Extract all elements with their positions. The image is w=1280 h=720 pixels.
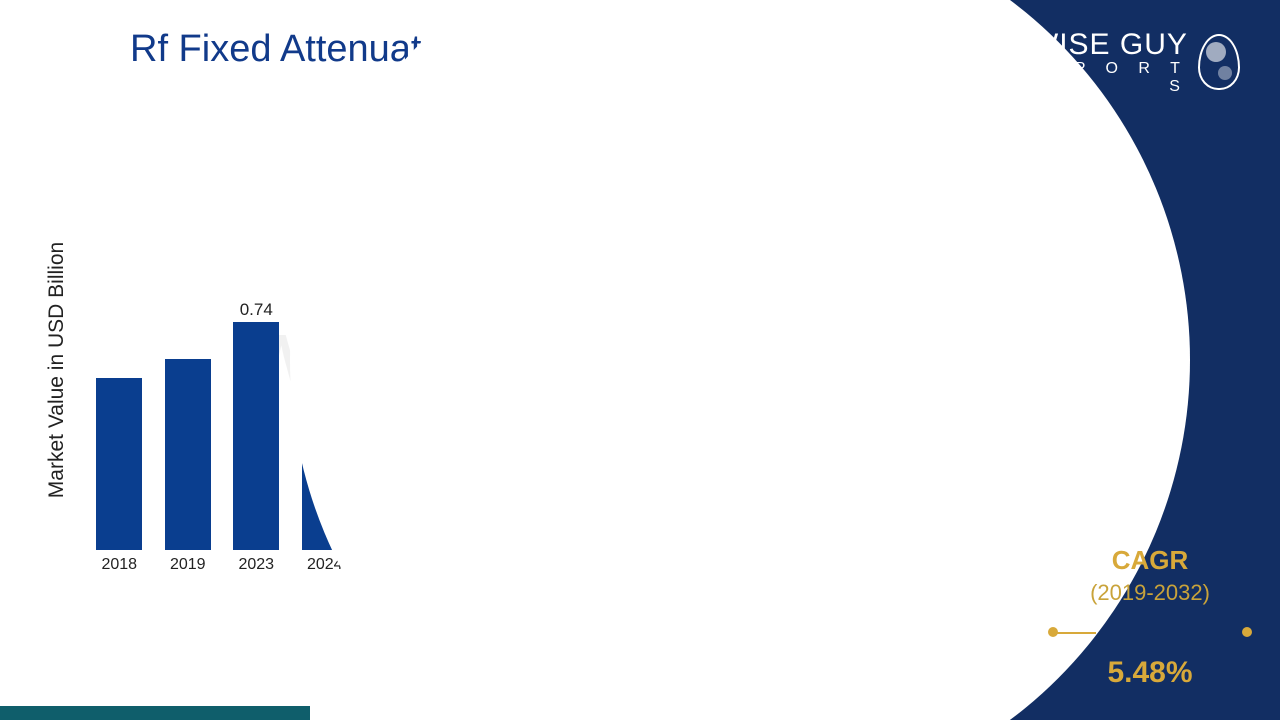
right-panel: WISE GUY R E P O R T S CAGR (2019-2032) … xyxy=(970,0,1280,720)
cagr-label: CAGR xyxy=(1020,545,1280,576)
cagr-value: 5.48% xyxy=(1020,656,1280,690)
cagr-range: (2019-2032) xyxy=(1020,580,1280,606)
brand-subtitle: R E P O R T S xyxy=(1000,60,1188,96)
brand-head-icon xyxy=(1198,34,1240,90)
x-tick-2018: 2018 xyxy=(96,550,143,580)
bar-rect xyxy=(165,359,211,550)
y-axis-label: Market Value in USD Billion xyxy=(42,170,72,570)
bar-2019 xyxy=(165,337,212,550)
y-axis-label-text: Market Value in USD Billion xyxy=(45,242,69,498)
footer-accent-bar xyxy=(0,706,310,720)
cagr-dot-right xyxy=(1242,627,1252,637)
cagr-divider xyxy=(1050,624,1250,642)
bar-value-label: 0.74 xyxy=(240,300,273,322)
brand-logo: WISE GUY R E P O R T S xyxy=(1000,28,1240,96)
bar-rect xyxy=(96,378,142,550)
bar-rect xyxy=(233,322,279,550)
bar-2023: 0.74 xyxy=(233,300,280,550)
brand-text: WISE GUY R E P O R T S xyxy=(1000,28,1188,96)
infographic-canvas: WISE GUY Rf Fixed Attenuator Pad Market … xyxy=(0,0,1280,720)
x-tick-2019: 2019 xyxy=(165,550,212,580)
x-tick-2023: 2023 xyxy=(233,550,280,580)
cagr-box: CAGR (2019-2032) 5.48% xyxy=(1020,545,1280,690)
cagr-dot-left xyxy=(1048,627,1058,637)
brand-name: WISE GUY xyxy=(1000,28,1188,62)
bar-2018 xyxy=(96,356,143,550)
